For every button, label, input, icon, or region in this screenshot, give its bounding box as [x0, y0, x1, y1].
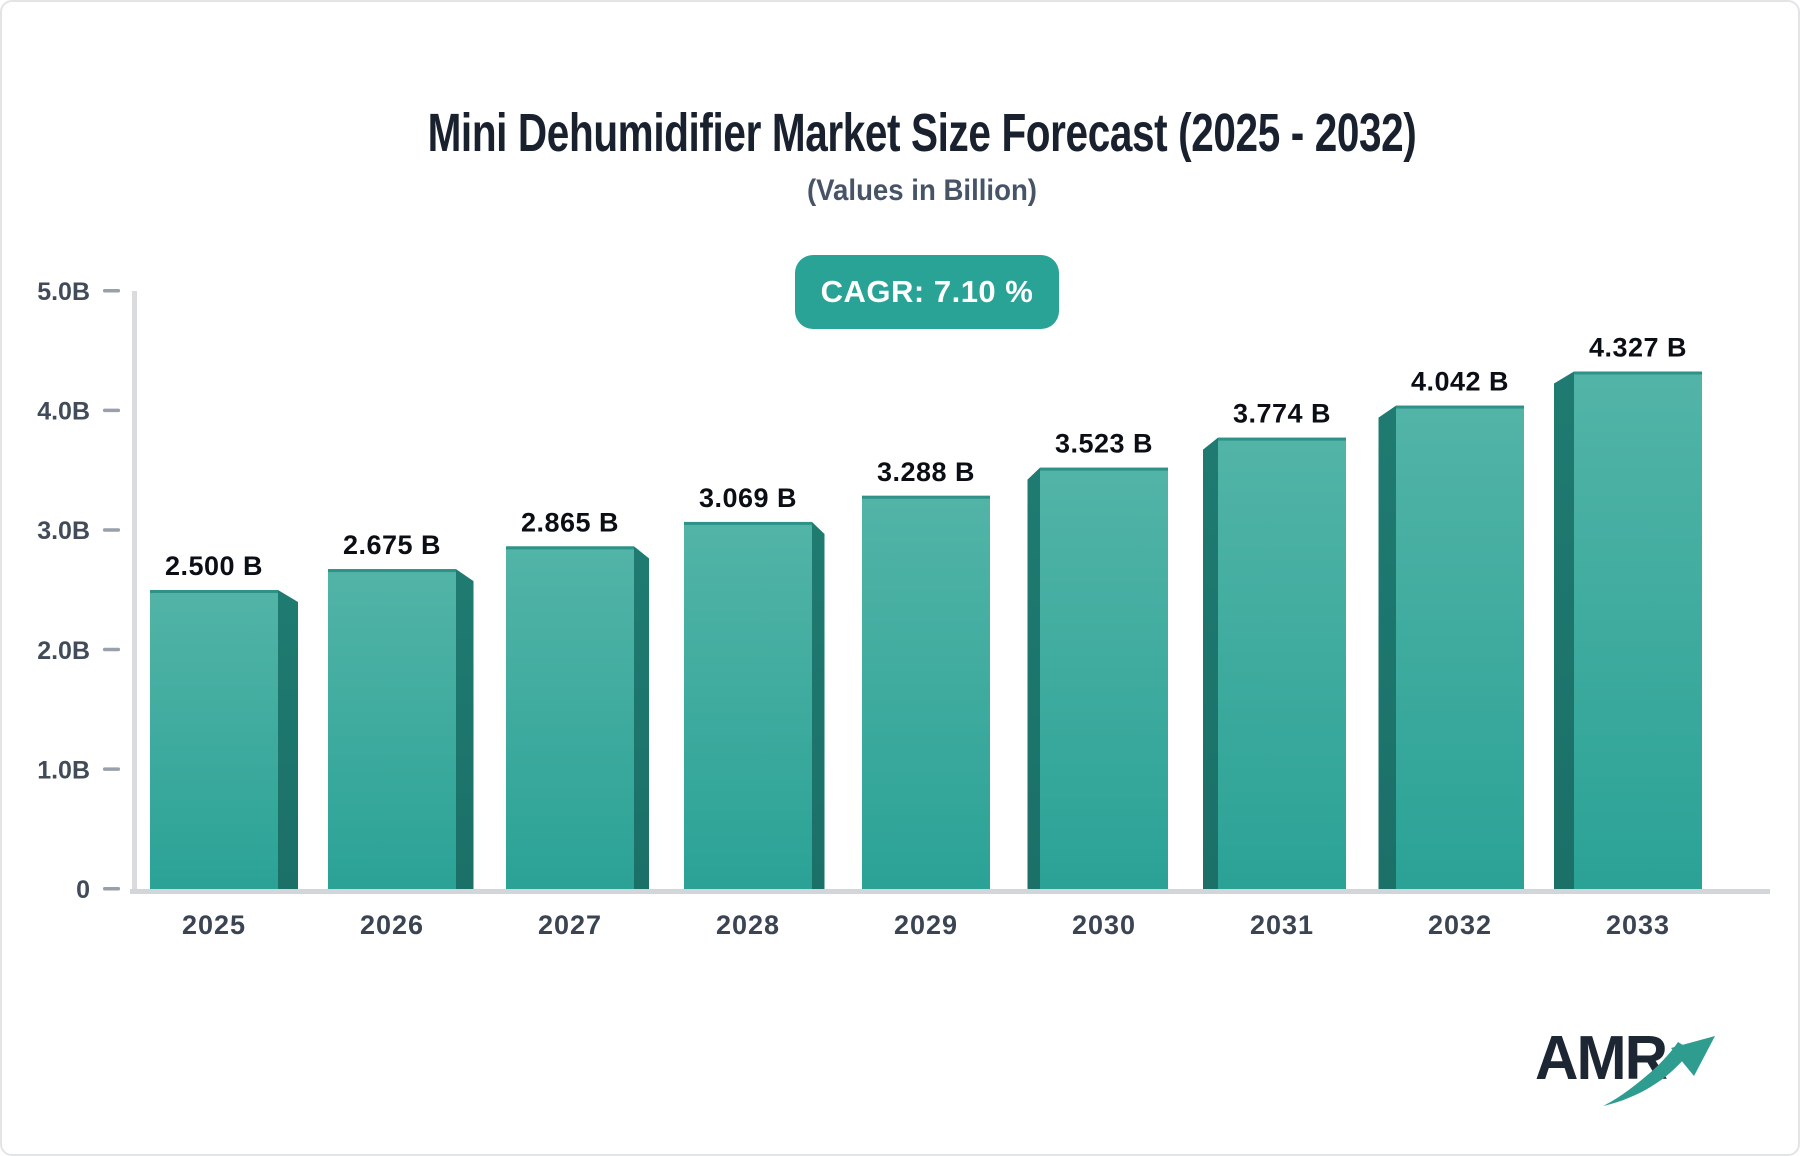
bar-face-2025	[150, 590, 278, 889]
bar-value-label-2032: 4.042 B	[1411, 367, 1509, 397]
y-axis-label-5.0B: 5.0B	[37, 278, 90, 306]
axis-layer: 5.0B 4.0B 3.0B 2.0B 1.0B 0	[37, 278, 137, 904]
y-axis-tick	[103, 647, 120, 652]
bar-top-edge-2033	[1574, 371, 1702, 375]
bar-value-label-2028: 3.069 B	[699, 483, 797, 513]
bar-side-2032	[1378, 405, 1396, 893]
bar-2025	[150, 590, 298, 893]
bar-top-edge-2026	[328, 569, 456, 573]
bar-value-label-2025: 2.500 B	[165, 551, 263, 581]
x-axis-label-2030: 2030	[1072, 910, 1136, 940]
x-axis-label-2027: 2027	[538, 910, 602, 940]
y-axis-label-0: 0	[76, 876, 90, 904]
x-axis-label-2028: 2028	[716, 910, 780, 940]
bar-top-edge-2032	[1396, 405, 1524, 409]
cagr-badge-label: CAGR: 7.10 %	[820, 274, 1034, 309]
bar-top-edge-2027	[506, 546, 634, 550]
bar-top-edge-2028	[684, 521, 812, 525]
bar-side-2028	[812, 521, 825, 893]
brand-logo: AMR	[1535, 1028, 1755, 1128]
x-axis-label-2025: 2025	[182, 910, 246, 940]
bar-2030	[1027, 467, 1168, 893]
bar-top-edge-2030	[1040, 467, 1168, 471]
y-axis-label-2.0B: 2.0B	[37, 637, 90, 665]
bar-value-label-2031: 3.774 B	[1233, 399, 1331, 429]
bar-side-2030	[1027, 467, 1040, 893]
labels-layer: 2.500 B 2025 2.675 B 2026 2.865 B 2027 3.069 B…	[130, 332, 1770, 940]
y-axis-tick	[103, 767, 120, 771]
y-axis-label-4.0B: 4.0B	[37, 398, 90, 426]
growth-arrow-icon	[1603, 1036, 1715, 1106]
bar-value-label-2026: 2.675 B	[343, 530, 441, 560]
bar-top-edge-2029	[862, 495, 990, 499]
page-title: Mini Dehumidifier Market Size Forecast (…	[427, 103, 1417, 163]
y-axis-tick	[103, 289, 120, 293]
y-axis-tick	[103, 887, 120, 891]
bar-2031	[1203, 437, 1346, 893]
bar-face-2033	[1574, 371, 1702, 889]
bar-side-2031	[1203, 437, 1218, 893]
bar-side-2033	[1554, 371, 1574, 893]
bar-value-label-2033: 4.327 B	[1589, 332, 1687, 362]
x-axis-line	[130, 889, 1770, 894]
bar-top-edge-2025	[150, 590, 278, 593]
bar-2029	[862, 495, 990, 889]
bar-side-2025	[278, 590, 298, 893]
x-axis-label-2029: 2029	[894, 910, 958, 940]
y-axis-line	[132, 291, 137, 894]
bar-value-label-2027: 2.865 B	[521, 507, 619, 537]
bar-2026	[328, 569, 474, 893]
bar-face-2029	[862, 495, 990, 889]
y-axis-label-3.0B: 3.0B	[37, 517, 90, 545]
bar-top-edge-2031	[1218, 437, 1346, 441]
x-axis-label-2033: 2033	[1606, 910, 1670, 940]
bar-2033	[1554, 371, 1702, 893]
bar-face-2028	[684, 521, 812, 889]
cagr-badge: CAGR: 7.10 %	[795, 255, 1059, 329]
bar-face-2026	[328, 569, 456, 889]
page-subtitle: (Values in Billion)	[806, 174, 1038, 207]
bar-face-2030	[1040, 467, 1168, 889]
bar-value-label-2029: 3.288 B	[877, 457, 975, 487]
bar-side-2026	[456, 569, 474, 893]
x-axis-label-2032: 2032	[1428, 910, 1492, 940]
bar-face-2031	[1218, 437, 1346, 889]
bar-2027	[506, 546, 649, 893]
bars-layer	[150, 371, 1702, 893]
x-axis-label-2031: 2031	[1250, 910, 1314, 940]
bar-value-label-2030: 3.523 B	[1055, 429, 1153, 459]
bar-2028	[684, 521, 825, 893]
y-axis-tick	[103, 408, 120, 413]
bar-2032	[1378, 405, 1524, 893]
y-axis-tick	[103, 528, 120, 532]
y-axis-label-1.0B: 1.0B	[37, 756, 90, 784]
x-axis-label-2026: 2026	[360, 910, 424, 940]
bar-side-2027	[634, 546, 649, 893]
bar-face-2027	[506, 546, 634, 889]
bar-face-2032	[1396, 405, 1524, 889]
